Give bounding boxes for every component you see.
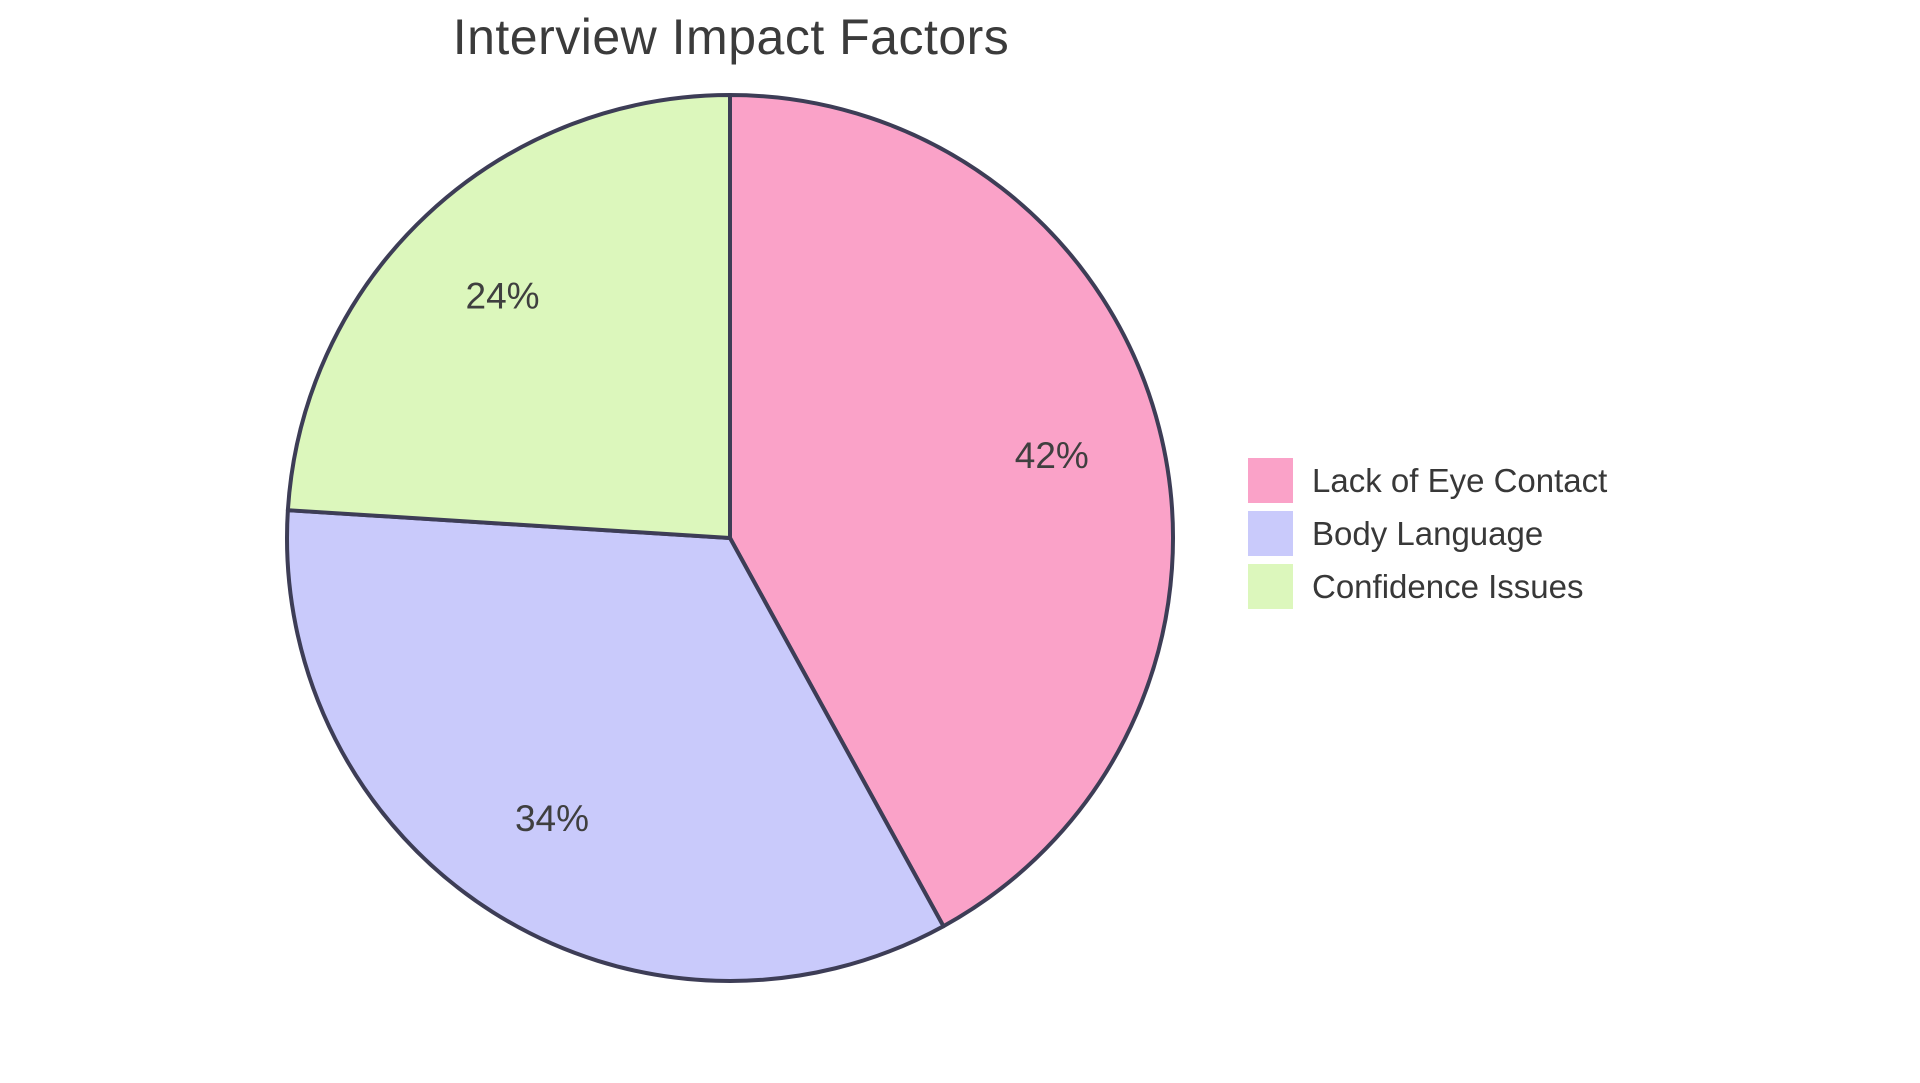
legend-label-lack-of-eye-contact: Lack of Eye Contact (1312, 461, 1608, 499)
legend-item-body-language: Body Language (1248, 511, 1607, 556)
pie-slice-lack-of-eye-contact (728, 93, 1175, 929)
legend-label-body-language: Body Language (1312, 514, 1544, 552)
legend-item-confidence-issues: Confidence Issues (1248, 564, 1607, 609)
chart-title: Interview Impact Factors (452, 9, 1010, 65)
pct-label-lack-of-eye-contact: 42% (1015, 435, 1089, 476)
legend-swatch-body-language (1248, 511, 1293, 556)
legend-swatch-confidence-issues (1248, 564, 1293, 609)
pct-label-body-language: 34% (515, 798, 589, 839)
chart-legend: Lack of Eye Contact Body Language Confiden… (1248, 458, 1607, 609)
pct-label-confidence-issues: 24% (466, 275, 540, 316)
pie-slice-confidence-issues (285, 93, 732, 540)
pie-slice-body-language (285, 508, 946, 983)
legend-swatch-lack-of-eye-contact (1248, 458, 1293, 503)
legend-label-confidence-issues: Confidence Issues (1312, 567, 1584, 605)
legend-item-lack-of-eye-contact: Lack of Eye Contact (1248, 458, 1607, 503)
